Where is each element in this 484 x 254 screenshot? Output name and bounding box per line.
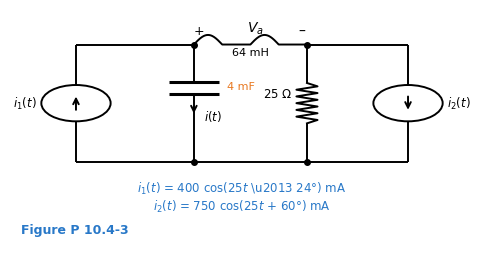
Text: 4 mF: 4 mF <box>227 82 255 92</box>
Text: –: – <box>299 25 305 39</box>
Text: $i_2(t)$: $i_2(t)$ <box>448 96 471 112</box>
Text: $i_1(t)$: $i_1(t)$ <box>13 96 36 112</box>
Text: $V_a$: $V_a$ <box>247 21 264 37</box>
Text: $i(t)$: $i(t)$ <box>204 108 223 123</box>
Text: 25 $\Omega$: 25 $\Omega$ <box>263 87 292 100</box>
Text: Figure P 10.4-3: Figure P 10.4-3 <box>21 224 128 236</box>
Text: 64 mH: 64 mH <box>232 48 269 58</box>
Text: $i_2(t)$ = 750 cos(25$t$ + 60°) mA: $i_2(t)$ = 750 cos(25$t$ + 60°) mA <box>153 198 331 214</box>
Text: $i_1(t)$ = 400 cos(25$t$ \u2013 24°) mA: $i_1(t)$ = 400 cos(25$t$ \u2013 24°) mA <box>137 181 347 197</box>
Text: +: + <box>194 25 204 38</box>
